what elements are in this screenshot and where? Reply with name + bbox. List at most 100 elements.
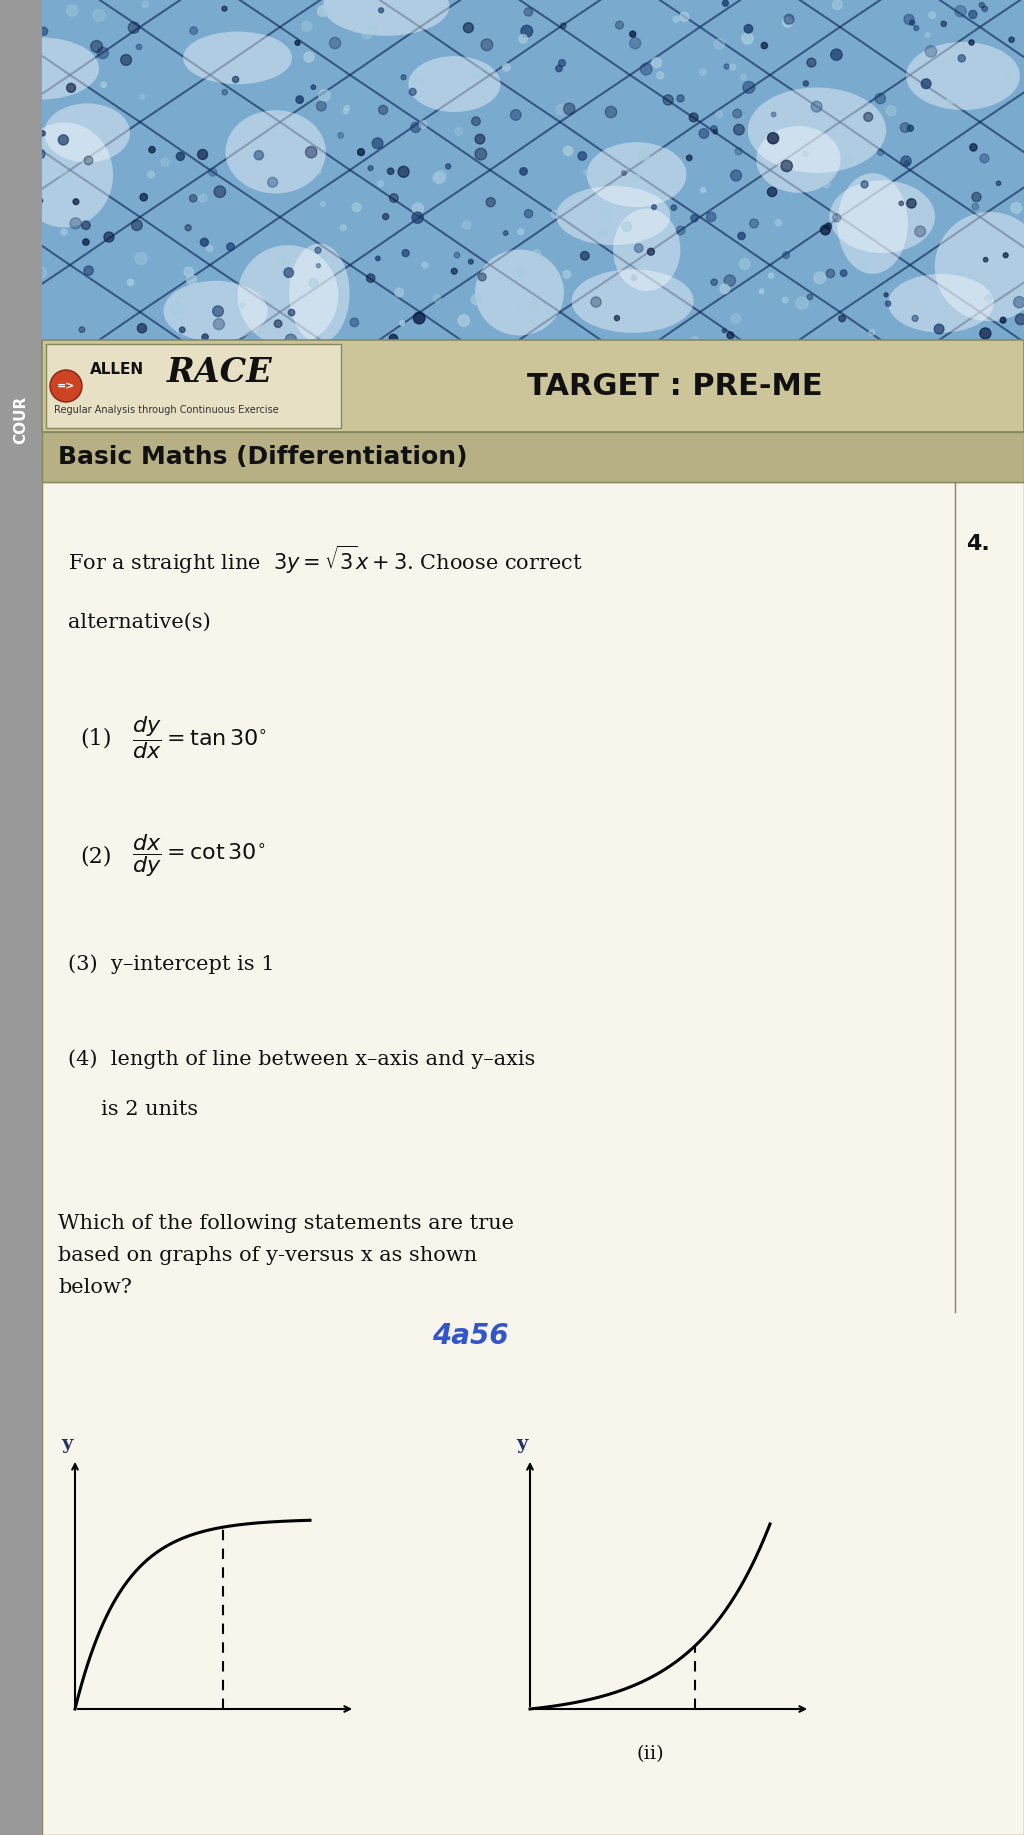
Circle shape [472,117,480,125]
Circle shape [468,259,473,264]
Circle shape [304,51,314,62]
Circle shape [400,321,404,325]
Circle shape [389,334,397,343]
Circle shape [15,99,28,112]
Circle shape [521,26,532,37]
Circle shape [740,73,746,79]
Circle shape [647,248,654,255]
Circle shape [551,211,559,218]
Circle shape [226,242,234,251]
Circle shape [520,167,527,174]
Ellipse shape [164,281,267,341]
Ellipse shape [888,273,993,332]
Circle shape [67,6,78,17]
Circle shape [184,268,194,277]
Circle shape [518,229,523,235]
Circle shape [79,327,85,332]
Circle shape [632,275,637,281]
Circle shape [214,185,225,198]
Circle shape [972,204,979,209]
Circle shape [954,6,966,17]
Circle shape [622,171,627,176]
Circle shape [922,79,931,88]
Circle shape [519,35,527,42]
Text: Basic Maths (Differentiation): Basic Maths (Differentiation) [58,446,468,470]
Circle shape [305,147,316,158]
Circle shape [414,312,425,323]
Text: $\dfrac{dy}{dx} = \tan 30^{\circ}$: $\dfrac{dy}{dx} = \tan 30^{\circ}$ [132,714,267,762]
Circle shape [929,11,936,18]
Circle shape [782,251,790,259]
Circle shape [445,163,451,169]
Circle shape [559,59,565,66]
Text: is 2 units: is 2 units [68,1099,198,1119]
Circle shape [40,130,45,136]
Ellipse shape [44,103,130,163]
Circle shape [664,95,673,105]
Circle shape [969,40,974,46]
Circle shape [833,0,842,9]
Bar [0,0,42,1835]
Circle shape [83,239,89,246]
Circle shape [686,156,692,161]
Circle shape [744,24,753,33]
Circle shape [614,316,620,321]
Ellipse shape [757,127,841,193]
Circle shape [861,182,868,187]
Circle shape [833,213,841,222]
Text: (2): (2) [80,844,112,866]
Text: y: y [516,1435,527,1453]
Circle shape [213,306,223,317]
Circle shape [504,231,508,235]
Circle shape [402,250,410,257]
Circle shape [340,226,346,231]
Circle shape [67,83,76,92]
Circle shape [311,84,315,90]
Circle shape [724,275,735,286]
Text: (ii): (ii) [636,1745,664,1763]
Circle shape [367,273,375,283]
Circle shape [727,332,734,339]
Circle shape [472,68,482,77]
Circle shape [864,112,872,121]
Circle shape [781,160,793,172]
Circle shape [733,125,744,136]
Circle shape [433,172,444,184]
Circle shape [316,169,321,174]
Circle shape [782,297,788,303]
Circle shape [556,105,566,114]
Circle shape [738,233,745,240]
Circle shape [199,195,207,202]
Circle shape [934,325,944,334]
Circle shape [876,94,886,105]
Circle shape [591,297,601,306]
Circle shape [368,165,373,171]
Circle shape [240,303,245,308]
Circle shape [209,169,217,176]
Circle shape [639,149,649,160]
Circle shape [232,77,239,83]
Circle shape [213,319,224,330]
Circle shape [767,187,777,196]
Circle shape [387,169,394,174]
Circle shape [958,55,966,62]
Circle shape [93,9,104,22]
Circle shape [201,239,208,246]
Circle shape [412,213,423,224]
Circle shape [302,22,312,31]
Bar [0,0,1024,339]
Circle shape [372,138,383,149]
Circle shape [452,268,457,273]
Circle shape [17,83,24,88]
Text: RACE: RACE [167,356,272,389]
Circle shape [843,156,853,167]
Circle shape [456,128,463,136]
Circle shape [677,226,685,235]
Circle shape [471,294,481,305]
Circle shape [463,220,471,229]
Text: ALLEN: ALLEN [90,363,144,378]
Ellipse shape [475,250,564,336]
Text: (1): (1) [80,727,112,749]
Circle shape [389,195,398,202]
Circle shape [926,46,937,57]
